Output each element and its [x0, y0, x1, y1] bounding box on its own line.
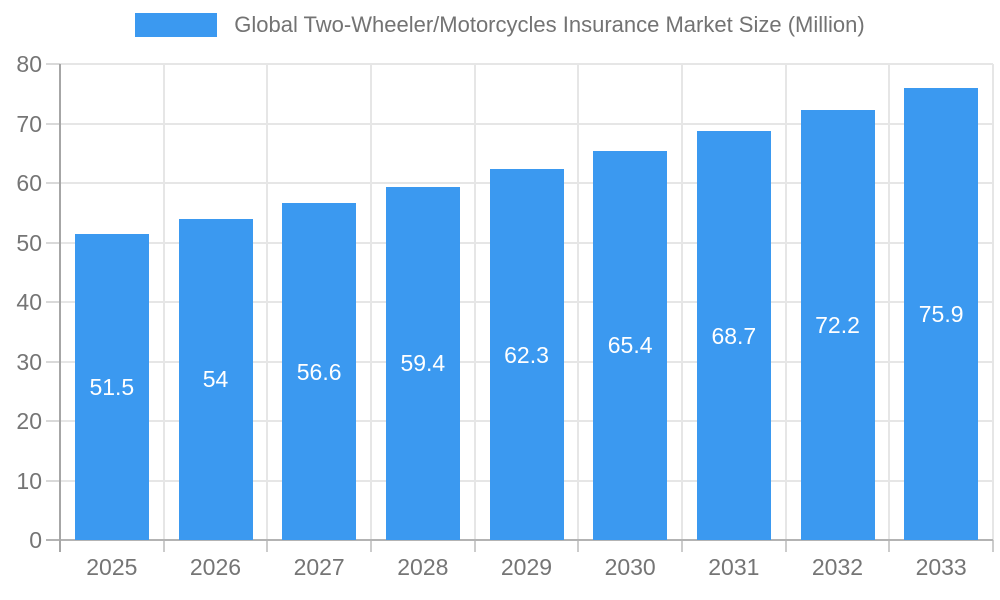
- bar[interactable]: 72.2: [800, 110, 875, 540]
- y-axis-label: 80: [16, 51, 42, 77]
- x-gridline: [992, 64, 994, 540]
- x-axis-label: 2032: [811, 554, 864, 580]
- x-axis-tick: [473, 540, 476, 552]
- x-axis-tick: [577, 540, 580, 552]
- y-axis-tick: [46, 360, 60, 363]
- x-axis-line: [46, 539, 993, 541]
- x-axis-label: 2027: [293, 554, 345, 580]
- x-gridline: [473, 64, 476, 540]
- legend-swatch: [135, 13, 218, 37]
- y-axis-tick: [46, 420, 60, 422]
- y-axis-tick: [46, 479, 60, 482]
- x-axis-tick: [888, 540, 891, 552]
- x-axis-label: 2030: [604, 554, 656, 580]
- x-gridline: [370, 64, 372, 540]
- bar[interactable]: 68.7: [696, 131, 771, 540]
- y-axis-tick: [46, 122, 60, 125]
- y-axis-label: 70: [16, 110, 42, 137]
- y-axis-line: [59, 64, 61, 552]
- y-axis-label: 40: [16, 289, 42, 315]
- bar[interactable]: 51.5: [74, 233, 149, 540]
- x-gridline: [784, 64, 787, 540]
- x-gridline: [577, 64, 580, 540]
- chart-title: Global Two-Wheeler/Motorcycles Insurance…: [234, 12, 865, 37]
- y-axis-label: 0: [29, 527, 42, 553]
- y-axis-tick: [46, 241, 60, 244]
- bar-value-label: 75.9: [918, 301, 964, 328]
- x-axis-label: 2029: [500, 554, 553, 580]
- y-axis-label: 10: [16, 467, 42, 494]
- y-gridline: [60, 122, 993, 125]
- x-gridline: [681, 64, 683, 540]
- bar[interactable]: 56.6: [282, 203, 357, 540]
- bar-value-label: 56.6: [296, 358, 342, 385]
- y-axis-label: 30: [16, 348, 42, 375]
- y-axis-label: 50: [16, 229, 42, 256]
- y-axis-label: 20: [16, 408, 42, 434]
- x-axis-label: 2025: [86, 554, 138, 580]
- bar-value-label: 72.2: [815, 312, 860, 339]
- bar[interactable]: 62.3: [489, 169, 564, 540]
- x-axis-tick: [681, 540, 683, 552]
- x-axis-label: 2028: [397, 554, 449, 580]
- y-axis-tick: [46, 301, 60, 303]
- y-gridline: [60, 63, 993, 65]
- y-axis-tick: [46, 182, 60, 184]
- y-axis-tick: [46, 63, 60, 65]
- bar-value-label: 54: [202, 366, 229, 393]
- x-gridline: [162, 64, 165, 540]
- x-axis-tick: [992, 540, 994, 552]
- bar-value-label: 68.7: [711, 322, 757, 349]
- bar-value-label: 51.5: [89, 373, 135, 400]
- bar-value-label: 62.3: [504, 341, 549, 368]
- x-axis-tick: [784, 540, 787, 552]
- x-axis-tick: [266, 540, 269, 552]
- legend-item[interactable]: Global Two-Wheeler/Motorcycles Insurance…: [135, 12, 865, 38]
- bar[interactable]: 54: [178, 218, 253, 540]
- x-axis-label: 2026: [189, 554, 242, 580]
- x-gridline: [888, 64, 891, 540]
- x-axis-tick: [370, 540, 372, 552]
- legend: Global Two-Wheeler/Motorcycles Insurance…: [0, 12, 1000, 38]
- y-axis-label: 60: [16, 170, 42, 196]
- bar[interactable]: 75.9: [904, 88, 979, 540]
- bar[interactable]: 65.4: [593, 150, 668, 540]
- x-axis-label: 2033: [915, 554, 967, 580]
- x-axis-tick: [162, 540, 165, 552]
- bar[interactable]: 59.4: [385, 186, 460, 540]
- bar-value-label: 59.4: [400, 350, 446, 377]
- bar-value-label: 65.4: [607, 332, 653, 359]
- x-axis-label: 2031: [708, 554, 760, 580]
- x-gridline: [266, 64, 269, 540]
